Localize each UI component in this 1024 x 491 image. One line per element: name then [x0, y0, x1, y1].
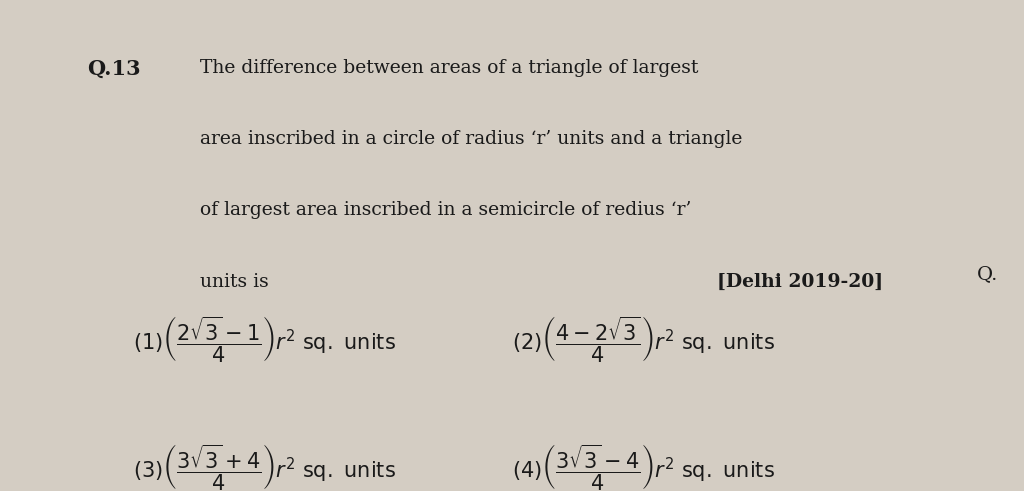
Text: units is: units is: [200, 273, 268, 291]
Text: Q.13: Q.13: [87, 59, 140, 79]
Text: Q.: Q.: [977, 265, 998, 283]
Text: $(3)\left(\dfrac{3\sqrt{3}+4}{4}\right)r^2\ \mathrm{sq.\ units}$: $(3)\left(\dfrac{3\sqrt{3}+4}{4}\right)r…: [133, 442, 396, 491]
Text: $(4)\left(\dfrac{3\sqrt{3}-4}{4}\right)r^2\ \mathrm{sq.\ units}$: $(4)\left(\dfrac{3\sqrt{3}-4}{4}\right)r…: [512, 442, 775, 491]
Text: area inscribed in a circle of radius ‘r’ units and a triangle: area inscribed in a circle of radius ‘r’…: [200, 130, 742, 148]
Text: The difference between areas of a triangle of largest: The difference between areas of a triang…: [200, 59, 698, 77]
Text: $(2)\left(\dfrac{4-2\sqrt{3}}{4}\right)r^2\ \mathrm{sq.\ units}$: $(2)\left(\dfrac{4-2\sqrt{3}}{4}\right)r…: [512, 314, 775, 365]
Text: [Delhi 2019-20]: [Delhi 2019-20]: [717, 273, 883, 291]
Text: $(1)\left(\dfrac{2\sqrt{3}-1}{4}\right)r^2\ \mathrm{sq.\ units}$: $(1)\left(\dfrac{2\sqrt{3}-1}{4}\right)r…: [133, 314, 396, 365]
Text: of largest area inscribed in a semicircle of redius ‘r’: of largest area inscribed in a semicircl…: [200, 201, 691, 219]
